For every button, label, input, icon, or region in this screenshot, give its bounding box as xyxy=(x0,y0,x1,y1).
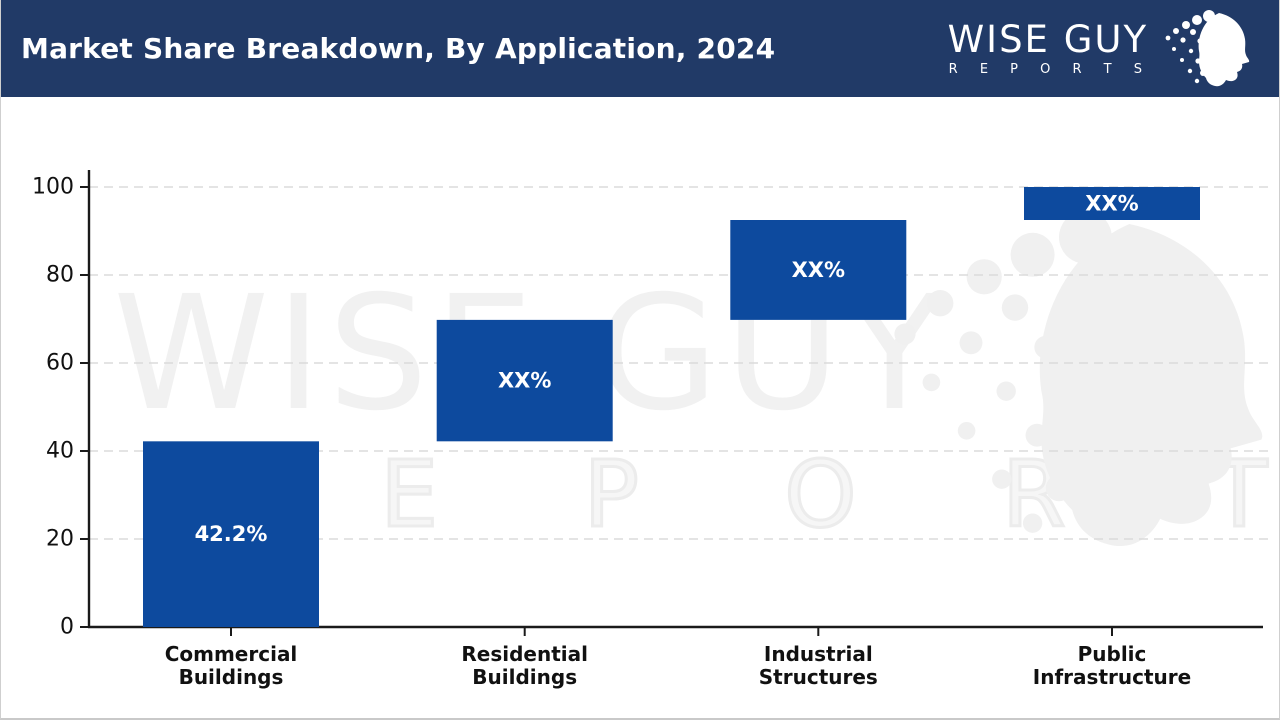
bar-value-label: XX% xyxy=(792,258,845,282)
category-label: Industrial Structures xyxy=(759,642,878,689)
bar-value-label: 42.2% xyxy=(195,522,268,546)
logo-wordmark-text: WISE GUY xyxy=(947,18,1149,61)
y-tick-label: 100 xyxy=(32,175,74,200)
header-banner: Market Share Breakdown, By Application, … xyxy=(1,0,1279,97)
bar xyxy=(1024,187,1200,220)
waterfall-chart: 0 20 40 60 80 100 42.2% Commercial Buildings XX% R… xyxy=(32,170,1269,689)
y-tick-label: 20 xyxy=(46,527,74,552)
logo-wordmark: WISE GUY R E P O R T S xyxy=(945,21,1151,76)
bar xyxy=(730,220,907,320)
wiseguy-logo: WISE GUY R E P O R T S xyxy=(945,8,1253,90)
chart-area: WISE GUY R E P O R T S 02040608010042.2%… xyxy=(1,97,1279,718)
bar-value-label: XX% xyxy=(498,369,551,393)
category-label: Public Infrastructure xyxy=(1033,642,1191,689)
bar-value-label: XX% xyxy=(1085,192,1138,216)
bar xyxy=(143,441,319,627)
bar xyxy=(436,319,613,442)
page-title: Market Share Breakdown, By Application, … xyxy=(21,32,776,65)
y-tick-label: 0 xyxy=(60,615,74,640)
y-tick-label: 80 xyxy=(46,263,74,288)
category-label: Commercial Buildings xyxy=(165,642,298,689)
logo-face-icon xyxy=(1165,9,1250,86)
y-tick-label: 40 xyxy=(46,439,74,464)
category-label: Residential Buildings xyxy=(461,642,588,689)
y-tick-label: 60 xyxy=(46,351,74,376)
logo-subtext: R E P O R T S xyxy=(948,62,1151,77)
